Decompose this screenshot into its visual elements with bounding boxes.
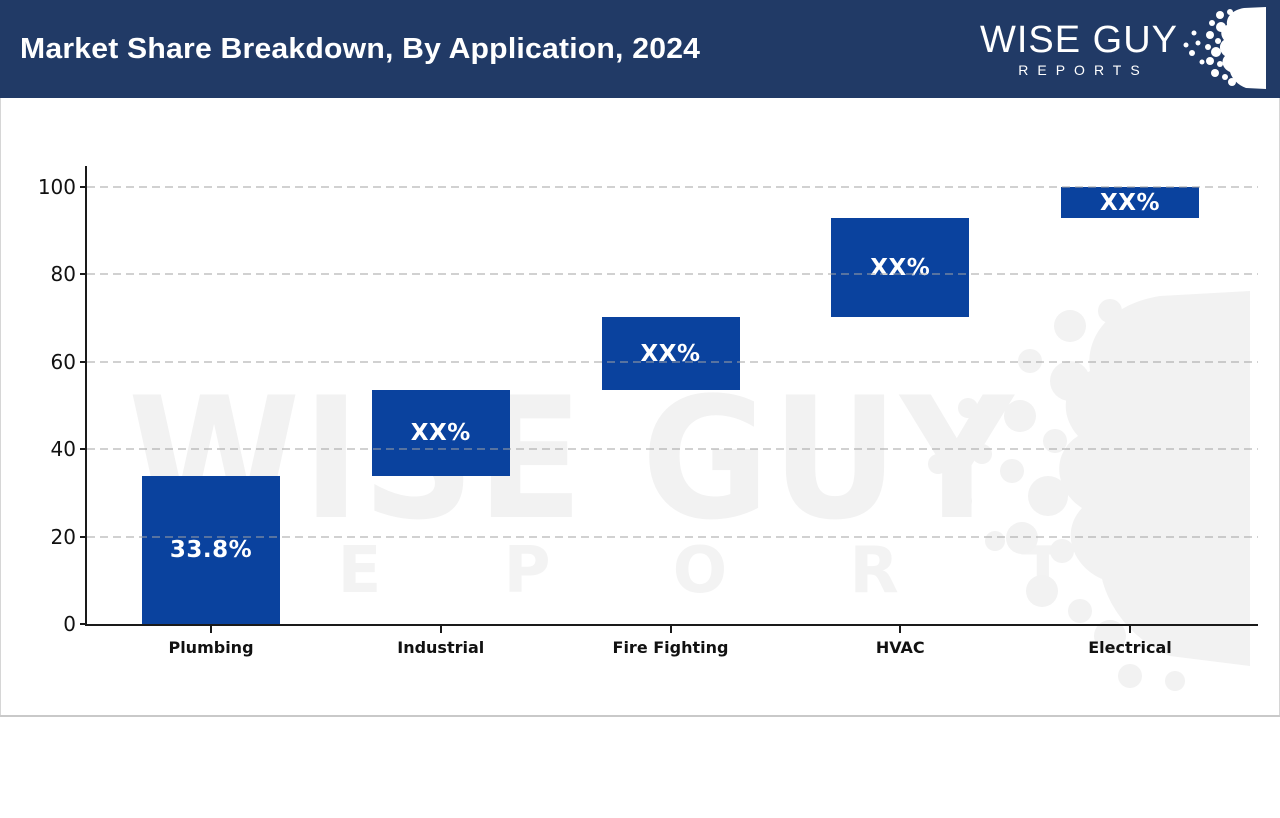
bar-industrial: XX% xyxy=(371,390,510,477)
x-axis xyxy=(85,624,1258,627)
bar-electrical: XX% xyxy=(1061,187,1199,219)
header-bar: Market Share Breakdown, By Application, … xyxy=(0,0,1280,98)
canvas-border-bottom xyxy=(0,715,1280,717)
bar-hvac: XX% xyxy=(831,218,970,318)
y-tick-label-0: 0 xyxy=(63,612,76,637)
y-tick-20 xyxy=(80,535,87,538)
x-tick-industrial xyxy=(439,626,442,634)
x-tick-fire-fighting xyxy=(669,626,672,634)
bar-fire-fighting: XX% xyxy=(601,317,740,391)
chart-title: Market Share Breakdown, By Application, … xyxy=(20,32,701,65)
y-tick-100 xyxy=(80,186,87,188)
x-tick-plumbing xyxy=(210,626,212,634)
gridline-80 xyxy=(87,273,1258,276)
bar-value-label-fire-fighting: XX% xyxy=(640,340,701,367)
x-category-label-electrical: Electrical xyxy=(1088,638,1172,658)
y-axis xyxy=(85,166,87,627)
logo-wordmark: WISE GUY xyxy=(979,18,1178,61)
logo-subtitle: REPORTS xyxy=(1018,61,1149,78)
wise-guy-logo: WISE GUY REPORTS xyxy=(980,7,1266,91)
y-tick-label-80: 80 xyxy=(50,262,76,287)
logo-text: WISE GUY REPORTS xyxy=(980,21,1178,78)
x-tick-hvac xyxy=(899,626,902,634)
watermark-face-icon xyxy=(928,291,1250,691)
y-tick-label-100: 100 xyxy=(37,175,76,199)
x-category-label-plumbing: Plumbing xyxy=(168,638,254,658)
bar-value-label-electrical: XX% xyxy=(1099,189,1160,216)
logo-face-icon xyxy=(1183,7,1266,89)
y-tick-label-60: 60 xyxy=(50,349,76,374)
gridline-60 xyxy=(87,360,1258,363)
canvas-border-left xyxy=(0,98,1,717)
y-tick-label-40: 40 xyxy=(50,437,76,462)
y-tick-label-20: 20 xyxy=(50,524,76,549)
x-tick-electrical xyxy=(1129,626,1131,634)
gridline-40 xyxy=(87,448,1258,451)
bar-value-label-hvac: XX% xyxy=(870,254,931,281)
x-category-label-fire-fighting: Fire Fighting xyxy=(612,638,729,658)
bar-value-label-industrial: XX% xyxy=(410,420,471,447)
bar-plumbing: 33.8% xyxy=(142,476,280,625)
watermark-subtitle: R E P O R T S xyxy=(166,534,1280,608)
page: Market Share Breakdown, By Application, … xyxy=(0,0,1280,720)
bar-value-label-plumbing: 33.8% xyxy=(169,537,253,564)
y-tick-80 xyxy=(80,273,87,276)
x-category-label-industrial: Industrial xyxy=(397,638,485,658)
y-tick-40 xyxy=(80,448,87,451)
y-tick-60 xyxy=(80,360,87,363)
y-tick-0 xyxy=(80,623,87,626)
gridline-20 xyxy=(87,535,1258,538)
x-category-label-hvac: HVAC xyxy=(875,638,925,658)
gridline-100 xyxy=(87,186,1258,188)
chart-canvas: WISE GUY R E P O R T S 0 20 40 60 80 xyxy=(0,98,1280,720)
